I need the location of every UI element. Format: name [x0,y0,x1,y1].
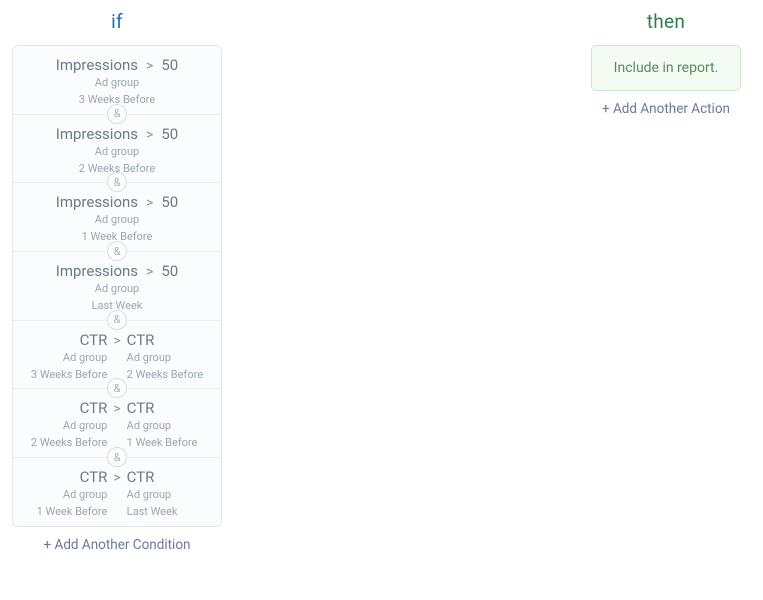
condition-operator: > [146,195,153,211]
condition-left-period: 2 Weeks Before [31,436,107,451]
if-header: if [12,10,222,33]
condition-metric: Impressions [56,125,138,143]
condition-operator: > [146,58,153,74]
and-connector-icon: & [107,378,127,398]
actions-container: Include in report. [591,45,741,91]
condition-value: 50 [161,125,178,143]
condition-item[interactable]: Impressions>50Ad group1 Week Before& [13,182,221,251]
condition-right-metric: CTR [127,468,155,486]
and-connector-icon: & [107,172,127,192]
condition-item[interactable]: Impressions>50Ad group3 Weeks Before& [13,46,221,114]
and-connector-icon: & [107,447,127,467]
condition-value: 50 [161,56,178,74]
condition-item[interactable]: CTR Ad group 2 Weeks Before > CTR Ad group 1 W… [13,388,221,457]
condition-right-scope: Ad group [127,351,171,366]
condition-right-scope: Ad group [127,488,171,503]
condition-left-metric: CTR [80,331,108,349]
condition-item[interactable]: Impressions>50Ad groupLast Week& [13,251,221,320]
then-column: then Include in report. + Add Another Ac… [591,10,741,553]
and-connector-icon: & [107,241,127,261]
condition-left-period: 3 Weeks Before [31,368,107,383]
condition-left-scope: Ad group [63,419,107,434]
condition-right-period: Last Week [127,505,178,520]
condition-left-period: 1 Week Before [37,505,108,520]
condition-scope: Ad group [21,213,213,228]
condition-operator: > [146,127,153,143]
condition-metric: Impressions [56,262,138,280]
condition-right-period: 1 Week Before [127,436,198,451]
condition-right-period: 2 Weeks Before [127,368,203,383]
conditions-container: Impressions>50Ad group3 Weeks Before&Imp… [12,45,222,527]
condition-item[interactable]: CTR Ad group 3 Weeks Before > CTR Ad group 2 W… [13,320,221,389]
action-item[interactable]: Include in report. [591,45,741,91]
condition-left-metric: CTR [80,468,108,486]
condition-value: 50 [161,262,178,280]
add-action-button[interactable]: + Add Another Action [591,101,741,117]
if-column: if Impressions>50Ad group3 Weeks Before&… [12,10,222,553]
condition-item[interactable]: Impressions>50Ad group2 Weeks Before& [13,114,221,183]
condition-operator: > [113,468,120,486]
condition-scope: Ad group [21,145,213,160]
condition-left-metric: CTR [80,399,108,417]
and-connector-icon: & [107,310,127,330]
condition-left-scope: Ad group [63,488,107,503]
and-connector-icon: & [107,104,127,124]
condition-operator: > [113,399,120,417]
then-header: then [591,10,741,33]
condition-right-metric: CTR [127,399,155,417]
condition-value: 50 [161,193,178,211]
add-condition-button[interactable]: + Add Another Condition [12,537,222,553]
condition-right-metric: CTR [127,331,155,349]
condition-scope: Ad group [21,76,213,91]
condition-item[interactable]: CTR Ad group 1 Week Before > CTR Ad group Last… [13,457,221,526]
condition-operator: > [146,264,153,280]
condition-right-scope: Ad group [127,419,171,434]
condition-metric: Impressions [56,56,138,74]
condition-left-scope: Ad group [63,351,107,366]
condition-metric: Impressions [56,193,138,211]
condition-scope: Ad group [21,282,213,297]
condition-operator: > [113,331,120,349]
